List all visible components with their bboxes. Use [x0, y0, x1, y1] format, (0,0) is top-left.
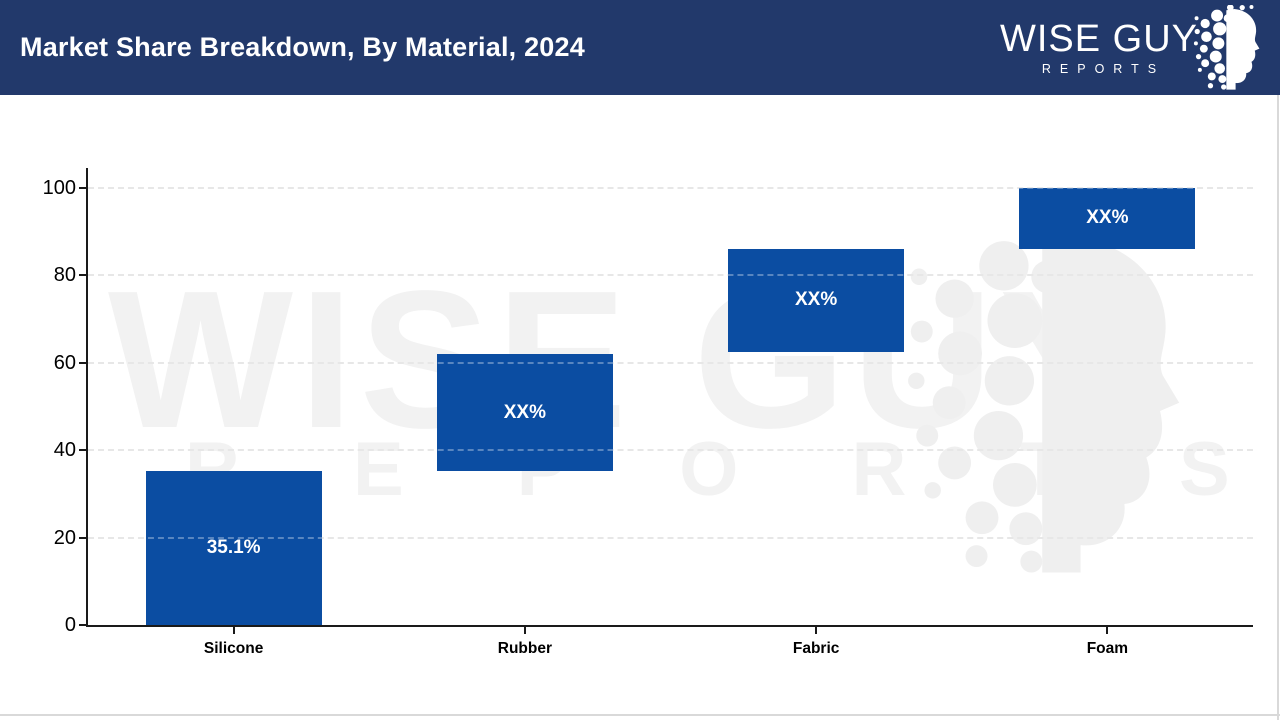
wiseguy-head-icon	[1193, 4, 1260, 90]
x-tick-mark	[1106, 627, 1109, 634]
y-tick-mark	[79, 274, 86, 276]
plot-area: 0 20 40 60 80 100 35.1% Silicone XX% Rubber XX% Fab…	[43, 168, 1253, 657]
y-tick-label: 0	[64, 614, 76, 636]
bar-value-label: XX%	[1086, 207, 1129, 229]
brand-text: WISE GUY REPORTS	[1000, 20, 1198, 76]
bar-value-label: XX%	[503, 401, 546, 423]
y-tick-label: 60	[53, 351, 76, 374]
bar-foam: XX%	[1019, 187, 1196, 249]
gridline	[88, 449, 1253, 451]
bar-silicone: 35.1%	[145, 471, 322, 625]
x-tick-mark	[815, 627, 818, 634]
header-bar: Market Share Breakdown, By Material, 202…	[0, 0, 1280, 95]
y-tick-label: 100	[42, 176, 76, 199]
y-tick-label: 80	[53, 264, 76, 286]
figure-right-border	[1277, 95, 1279, 720]
gridline	[88, 536, 1253, 539]
y-tick-mark	[79, 186, 86, 189]
page-title: Market Share Breakdown, By Material, 202…	[20, 32, 585, 62]
x-tick-label: Rubber	[497, 640, 552, 657]
bar-value-label: XX%	[795, 289, 838, 311]
brand-subtitle: REPORTS	[1041, 61, 1166, 76]
gridline	[88, 361, 1253, 364]
y-tick-mark	[79, 536, 86, 539]
x-tick-mark	[523, 627, 526, 634]
x-tick-label: Fabric	[792, 640, 840, 657]
gridline	[88, 274, 1253, 276]
brand-name: WISE GUY	[999, 17, 1198, 60]
y-axis-spine	[86, 168, 88, 627]
x-tick-mark	[232, 627, 235, 634]
bar-rubber: XX%	[436, 353, 613, 472]
gridline-overlay	[88, 536, 1253, 539]
y-tick-label: 20	[53, 526, 76, 549]
gridline	[88, 186, 1253, 189]
gridline-overlay	[88, 186, 1253, 189]
y-tick-mark	[79, 361, 86, 364]
brand-logo: WISE GUY REPORTS	[1000, 0, 1280, 95]
x-tick-label: Foam	[1086, 640, 1129, 657]
y-tick-mark	[79, 624, 86, 626]
bar-value-label: 35.1%	[206, 537, 261, 559]
x-axis-spine	[86, 625, 1253, 627]
y-tick-mark	[79, 449, 86, 451]
gridline-overlay	[88, 274, 1253, 276]
figure-bottom-border	[0, 714, 1280, 716]
gridline-overlay	[88, 361, 1253, 364]
bar-fabric: XX%	[728, 248, 905, 352]
y-tick-label: 40	[53, 439, 76, 461]
x-tick-label: Silicone	[203, 640, 264, 657]
watermark-head-icon	[908, 222, 1180, 573]
gridline-overlay	[88, 449, 1253, 451]
